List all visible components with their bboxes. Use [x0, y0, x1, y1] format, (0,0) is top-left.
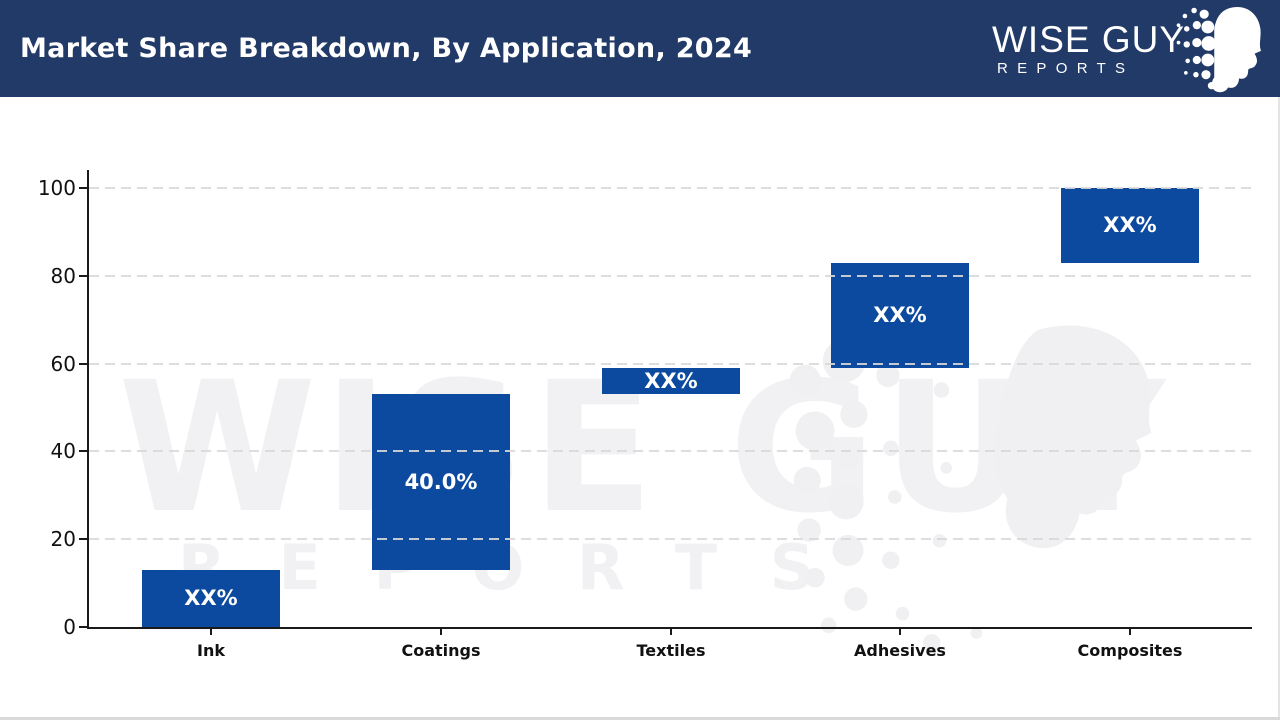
bar-coatings — [372, 394, 510, 570]
x-tick-mark — [1129, 629, 1131, 635]
y-tick-label: 100 — [37, 176, 76, 200]
y-axis-spine — [87, 170, 89, 629]
watermark-subtitle: REPORTS — [178, 531, 868, 604]
page-title: Market Share Breakdown, By Application, … — [20, 33, 753, 64]
logo-wordmark: WISE GUY — [992, 18, 1186, 60]
header: Market Share Breakdown, By Application, … — [0, 0, 1280, 97]
y-tick-label: 20 — [50, 527, 76, 552]
bottom-divider — [0, 717, 1280, 720]
bar-label-adhesives: XX% — [873, 303, 927, 328]
x-tick-mark — [670, 629, 672, 635]
bar-ink — [142, 569, 280, 627]
y-tick-label: 80 — [50, 263, 76, 288]
y-tick-label: 0 — [63, 615, 76, 639]
bar-label-textiles: XX% — [644, 369, 698, 394]
x-axis-spine — [87, 627, 1252, 629]
bar-label-composites: XX% — [1103, 213, 1157, 238]
x-tick-label-adhesives: Adhesives — [854, 641, 946, 660]
logo-head-icon — [1176, 7, 1262, 93]
bar-composites — [1061, 188, 1199, 263]
gridline-60 — [89, 362, 1252, 365]
watermark-head-icon — [789, 325, 1152, 652]
gridline-100 — [89, 187, 1252, 189]
x-tick-label-textiles: Textiles — [636, 641, 706, 660]
logo-text: WISE GUY REPORTS — [992, 18, 1186, 78]
x-tick-label-composites: Composites — [1077, 641, 1183, 660]
bar-textiles — [602, 367, 740, 395]
wise-guy-logo: WISE GUY REPORTS — [992, 5, 1268, 93]
x-tick-mark — [210, 629, 212, 635]
y-tick-mark — [79, 538, 87, 541]
y-tick-label: 60 — [50, 351, 76, 376]
bar-label-ink: XX% — [184, 586, 238, 611]
x-tick-mark — [440, 629, 442, 635]
gridline-40 — [89, 450, 1252, 453]
x-tick-label-ink: Ink — [197, 641, 225, 660]
x-tick-mark — [899, 629, 901, 635]
y-tick-mark — [79, 362, 87, 365]
bar-adhesives — [831, 262, 969, 368]
x-tick-label-coatings: Coatings — [401, 641, 481, 660]
gridline-20 — [89, 538, 1252, 541]
logo-subtitle: REPORTS — [997, 60, 1135, 78]
y-tick-mark — [79, 450, 87, 453]
bar-label-coatings: 40.0% — [404, 470, 478, 495]
y-tick-mark — [79, 274, 87, 277]
y-tick-label: 40 — [50, 439, 76, 464]
y-tick-mark — [79, 626, 87, 628]
gridline-80 — [89, 274, 1252, 277]
y-tick-mark — [79, 187, 87, 189]
right-edge-line — [1278, 97, 1280, 720]
